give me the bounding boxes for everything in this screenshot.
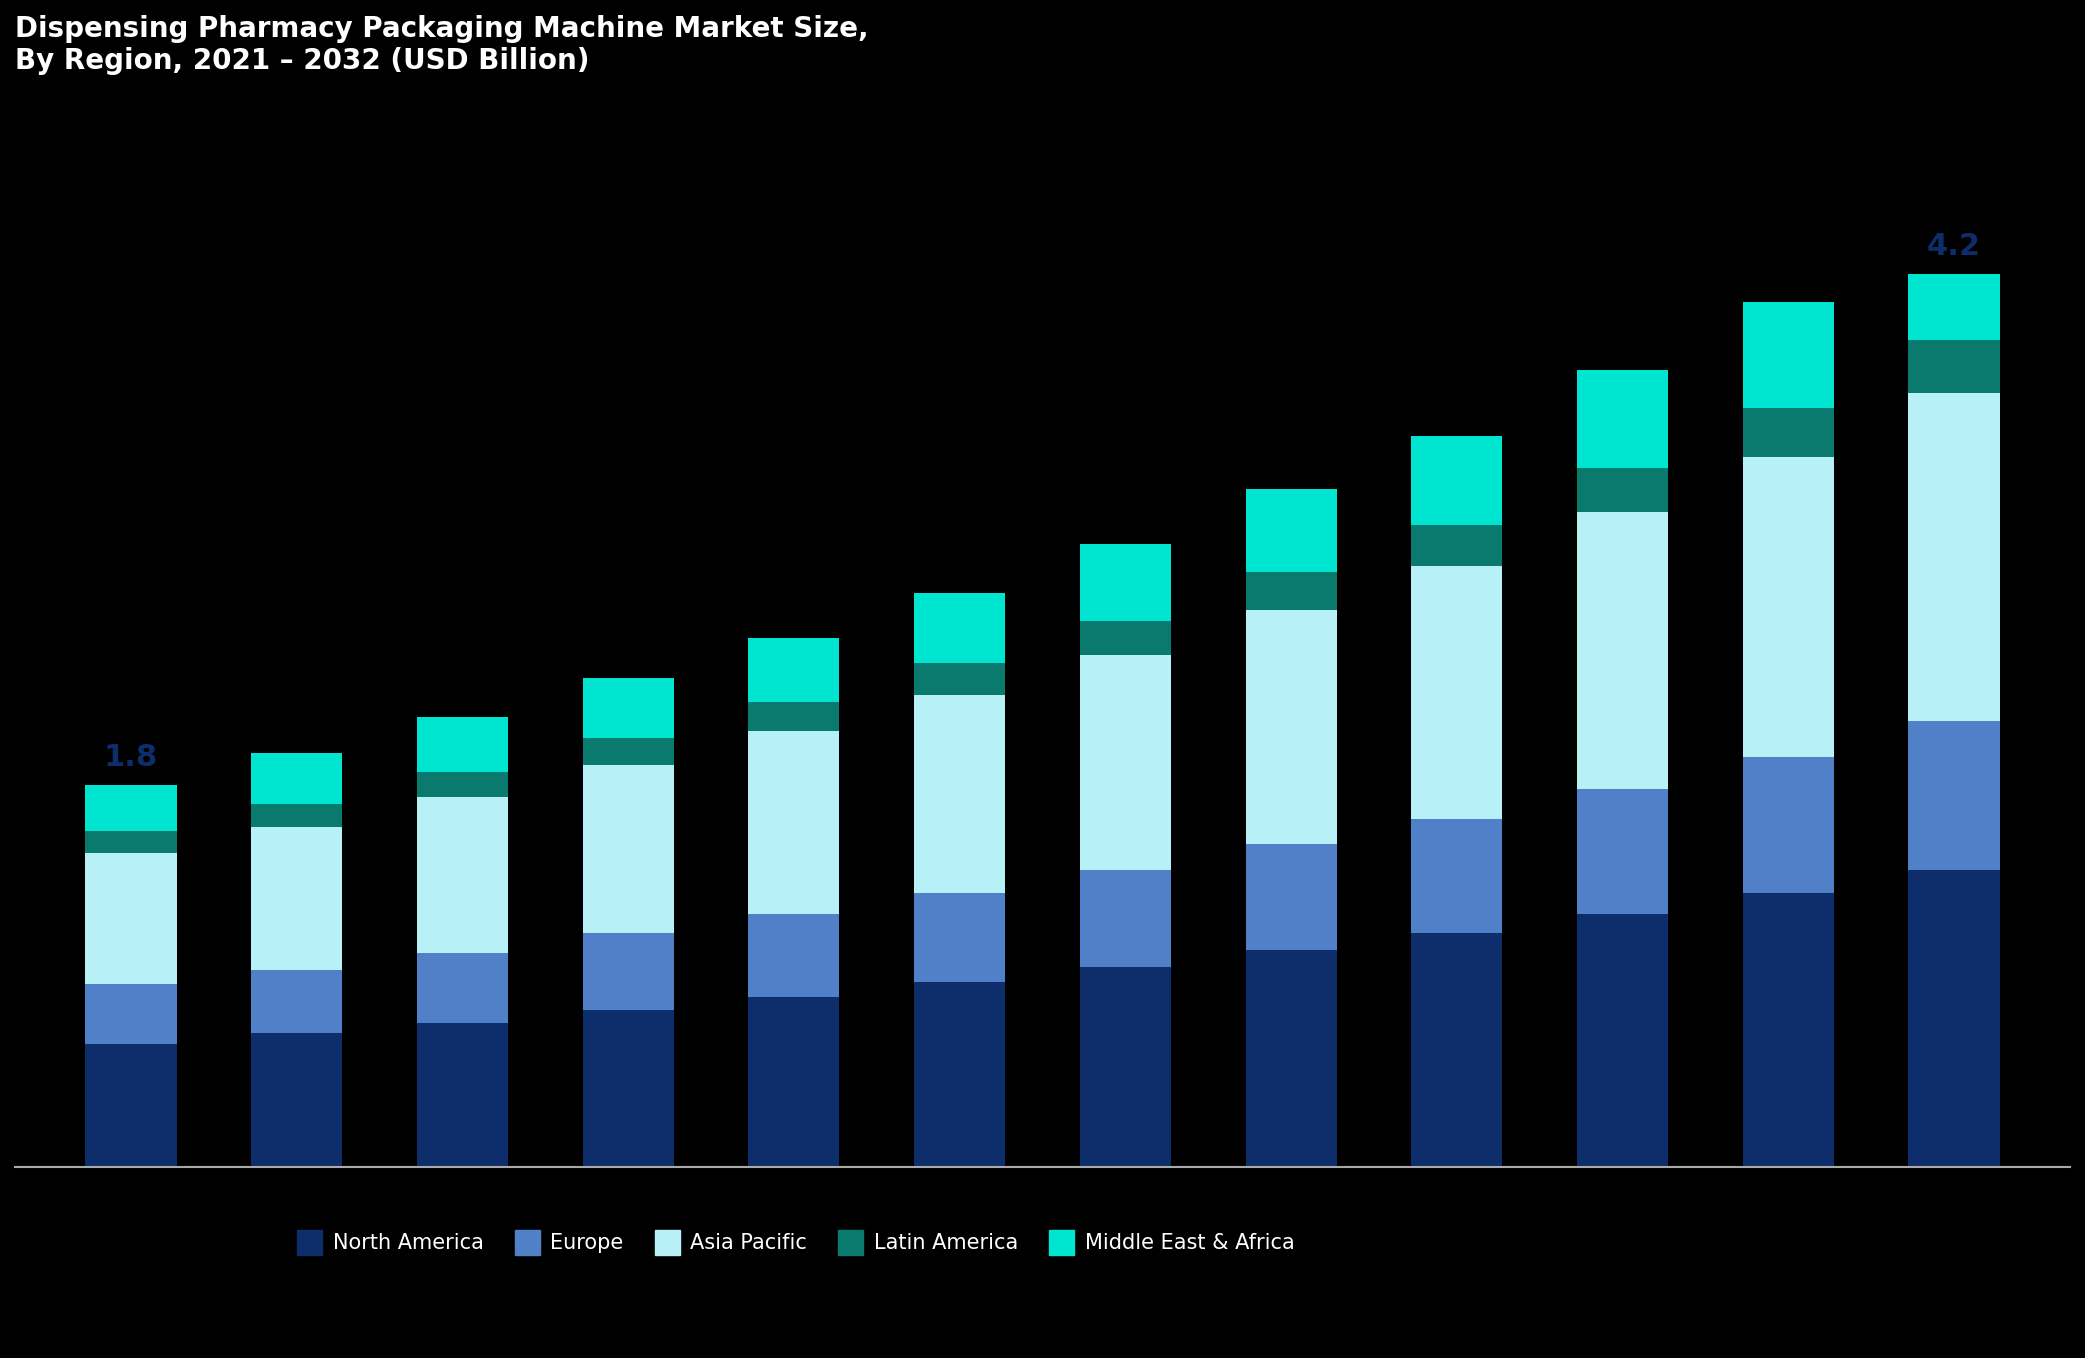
Bar: [1245, 845, 1336, 951]
Bar: [582, 1010, 673, 1168]
Bar: [1908, 274, 2000, 340]
Bar: [250, 970, 342, 1033]
Bar: [1245, 572, 1336, 610]
Bar: [749, 914, 840, 997]
Bar: [417, 952, 509, 1023]
Bar: [913, 664, 1005, 695]
Bar: [1412, 565, 1503, 819]
Bar: [1245, 610, 1336, 845]
Bar: [1743, 894, 1835, 1168]
Bar: [250, 827, 342, 970]
Bar: [1412, 819, 1503, 933]
Bar: [417, 717, 509, 771]
Bar: [1080, 621, 1172, 655]
Bar: [1412, 933, 1503, 1168]
Bar: [1576, 369, 1668, 467]
Bar: [582, 737, 673, 766]
Bar: [1245, 951, 1336, 1168]
Bar: [1908, 869, 2000, 1168]
Bar: [250, 1033, 342, 1168]
Bar: [85, 985, 177, 1044]
Bar: [913, 894, 1005, 982]
Bar: [1412, 526, 1503, 565]
Bar: [1908, 394, 2000, 721]
Text: 1.8: 1.8: [104, 743, 158, 771]
Bar: [582, 933, 673, 1010]
Bar: [1080, 655, 1172, 869]
Text: 4.2: 4.2: [1927, 232, 1981, 262]
Bar: [85, 1044, 177, 1168]
Bar: [1743, 756, 1835, 894]
Bar: [1743, 409, 1835, 458]
Bar: [85, 785, 177, 831]
Bar: [1908, 340, 2000, 394]
Bar: [1576, 789, 1668, 914]
Bar: [913, 982, 1005, 1168]
Bar: [1245, 489, 1336, 572]
Bar: [582, 766, 673, 933]
Bar: [913, 695, 1005, 894]
Bar: [749, 732, 840, 914]
Bar: [1576, 467, 1668, 512]
Bar: [1908, 721, 2000, 869]
Bar: [1080, 967, 1172, 1168]
Bar: [1080, 545, 1172, 621]
Bar: [749, 702, 840, 732]
Bar: [1576, 914, 1668, 1168]
Legend: North America, Europe, Asia Pacific, Latin America, Middle East & Africa: North America, Europe, Asia Pacific, Lat…: [290, 1221, 1303, 1263]
Bar: [417, 1023, 509, 1168]
Bar: [1576, 512, 1668, 789]
Text: Dispensing Pharmacy Packaging Machine Market Size,
By Region, 2021 – 2032 (USD B: Dispensing Pharmacy Packaging Machine Ma…: [15, 15, 869, 76]
Bar: [250, 752, 342, 804]
Bar: [1080, 869, 1172, 967]
Bar: [1412, 436, 1503, 526]
Bar: [250, 804, 342, 827]
Bar: [1743, 458, 1835, 756]
Bar: [913, 593, 1005, 664]
Bar: [417, 797, 509, 952]
Bar: [1743, 301, 1835, 409]
Bar: [417, 771, 509, 797]
Bar: [749, 997, 840, 1168]
Bar: [85, 831, 177, 853]
Bar: [582, 678, 673, 737]
Bar: [85, 853, 177, 985]
Bar: [749, 638, 840, 702]
